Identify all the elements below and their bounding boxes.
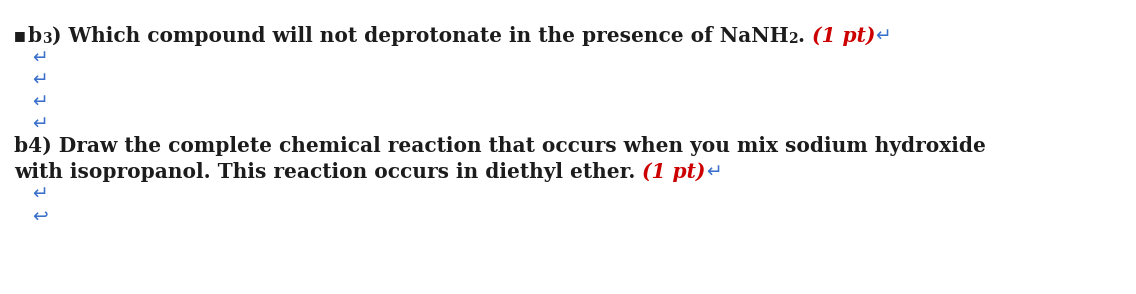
Text: ↩: ↩ (32, 206, 48, 225)
Text: (1 pt): (1 pt) (812, 26, 875, 46)
Text: ↵: ↵ (705, 163, 721, 181)
Text: ↵: ↵ (32, 114, 48, 133)
Text: .: . (797, 26, 812, 46)
Text: with isopropanol. This reaction occurs in diethyl ether.: with isopropanol. This reaction occurs i… (14, 162, 642, 182)
Text: ■: ■ (14, 29, 26, 43)
Text: ↵: ↵ (32, 71, 48, 89)
Text: ) Which compound will not deprotonate in the presence of NaNH: ) Which compound will not deprotonate in… (51, 26, 788, 46)
Text: ↵: ↵ (32, 49, 48, 68)
Text: ↵: ↵ (32, 93, 48, 111)
Text: (1 pt): (1 pt) (642, 162, 705, 182)
Text: b4) Draw the complete chemical reaction that occurs when you mix sodium hydroxid: b4) Draw the complete chemical reaction … (14, 136, 986, 156)
Text: ↵: ↵ (875, 26, 891, 46)
Text: b: b (27, 26, 42, 46)
Text: ↵: ↵ (32, 185, 48, 203)
Text: 2: 2 (788, 32, 797, 46)
Text: 3: 3 (42, 32, 51, 46)
